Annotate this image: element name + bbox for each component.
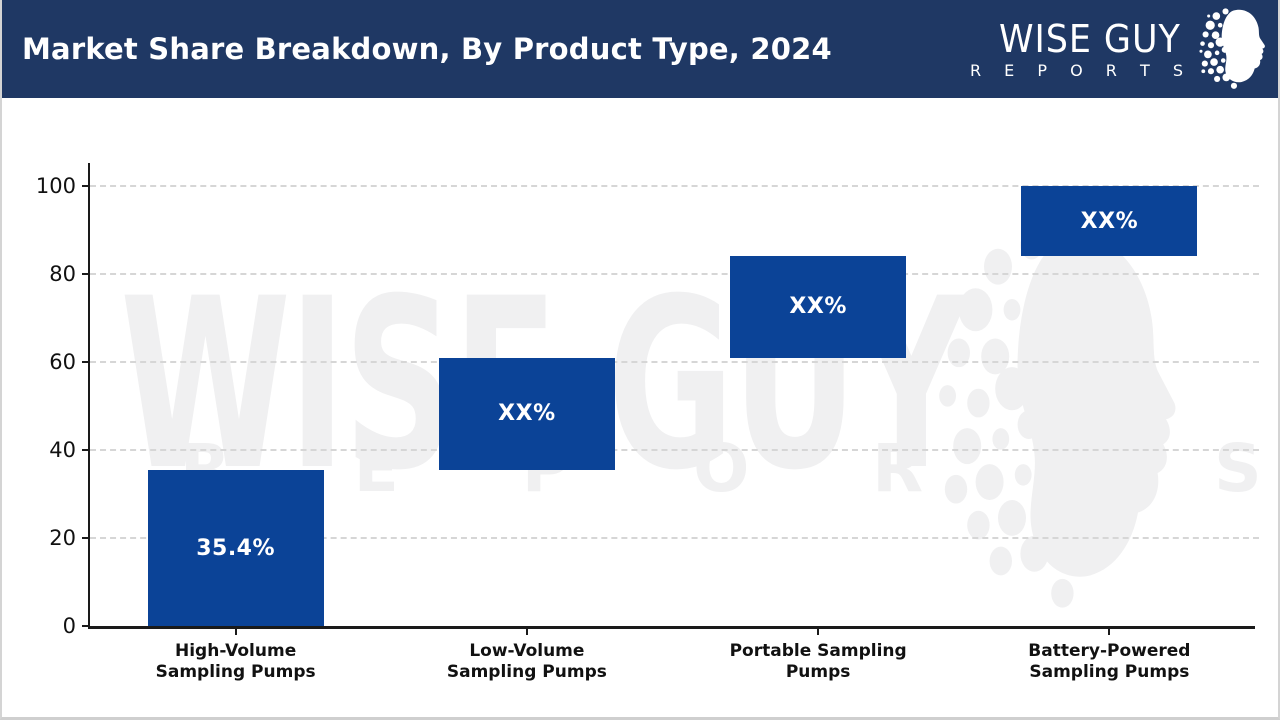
waterfall-bar-segment: 35.4%	[147, 470, 324, 626]
x-category-label: Portable Sampling Pumps	[729, 641, 907, 682]
wise-guy-reports-logo: WISE GUY R E P O R T S	[970, 6, 1270, 92]
logo-subtitle: R E P O R T S	[969, 60, 1192, 80]
bar-value-label: XX%	[498, 401, 556, 427]
y-tick-mark	[82, 361, 90, 363]
y-tick-label: 60	[49, 350, 76, 374]
x-category-label: Low-Volume Sampling Pumps	[446, 641, 607, 682]
x-tick-mark	[234, 626, 237, 635]
y-tick-mark	[82, 273, 90, 275]
y-tick-mark	[82, 537, 90, 539]
y-tick-label: 40	[49, 438, 76, 462]
logo-wordmark: WISE GUY	[999, 16, 1181, 61]
y-axis-spine	[88, 163, 90, 628]
x-category-label: High-Volume Sampling Pumps	[155, 641, 316, 682]
bar-value-label: XX%	[1080, 208, 1139, 234]
y-tick-label: 100	[35, 174, 76, 198]
x-tick-mark	[525, 626, 528, 635]
x-tick-mark	[1108, 626, 1111, 635]
y-tick-label: 20	[49, 526, 76, 550]
y-gridline	[90, 537, 1259, 539]
y-gridline	[90, 449, 1259, 451]
waterfall-bar-segment: XX%	[1021, 186, 1198, 257]
y-gridline	[90, 185, 1259, 187]
y-tick-mark	[82, 185, 90, 187]
bar-value-label: XX%	[789, 294, 847, 320]
waterfall-bar-segment: XX%	[438, 357, 615, 471]
x-category-label: Battery-Powered Sampling Pumps	[1028, 641, 1191, 682]
x-tick-mark	[817, 626, 820, 635]
y-gridline	[90, 361, 1259, 363]
y-tick-label: 80	[49, 262, 76, 286]
waterfall-chart: 0 20 40 60 80 100 35.4% High-Volume Sampling Pum…	[2, 98, 1278, 717]
y-tick-label: 0	[62, 614, 76, 638]
x-axis-spine	[88, 626, 1255, 629]
header-band: Market Share Breakdown, By Product Type,…	[2, 0, 1278, 98]
y-gridline	[90, 273, 1259, 275]
y-tick-mark	[82, 625, 90, 627]
logo-text: WISE GUY R E P O R T S	[970, 20, 1192, 79]
bar-value-label: 35.4%	[196, 535, 276, 561]
y-tick-mark	[82, 449, 90, 451]
waterfall-bar-segment: XX%	[730, 256, 907, 358]
logo-face-icon	[1199, 8, 1265, 89]
chart-title: Market Share Breakdown, By Product Type,…	[22, 32, 832, 66]
